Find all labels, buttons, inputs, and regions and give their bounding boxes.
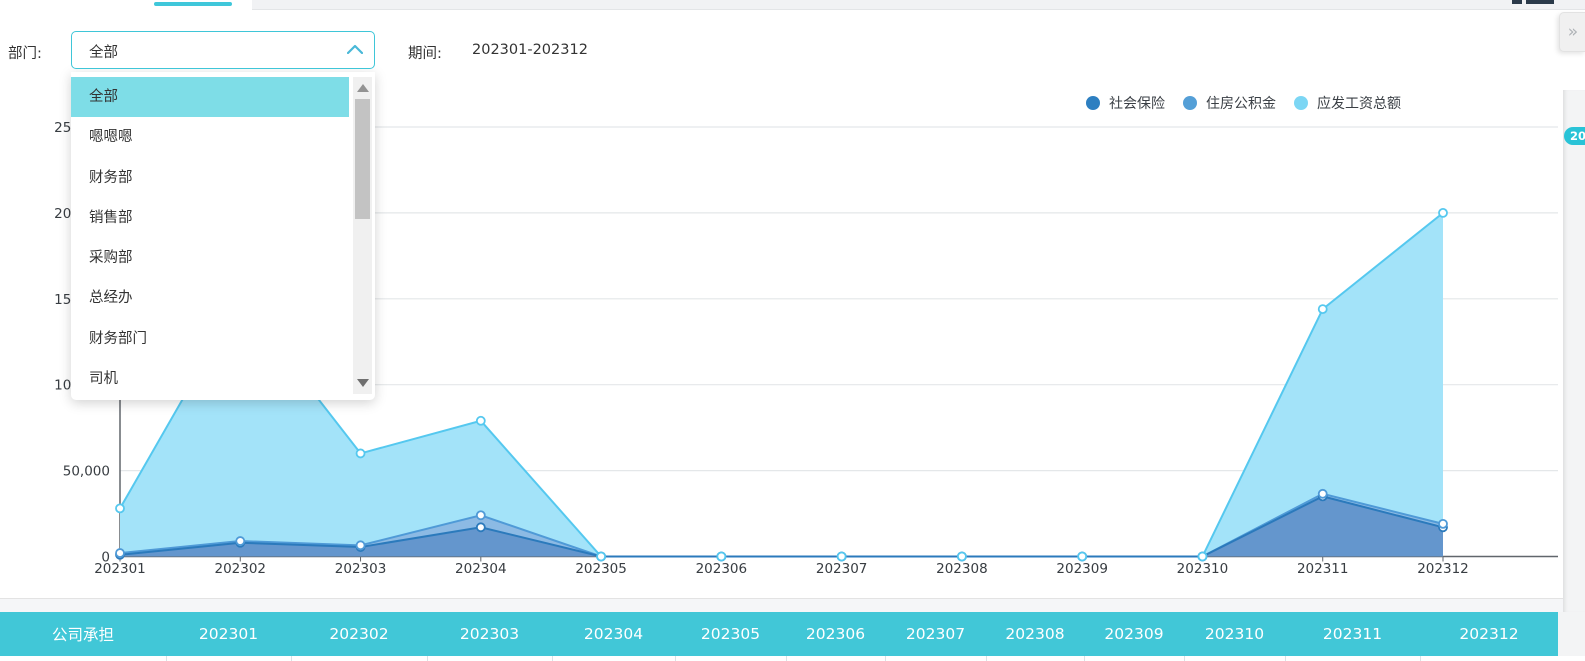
department-option[interactable]: 采购部	[89, 250, 133, 267]
month-header-cell: 202307	[905, 625, 966, 643]
month-header-cell: 202302	[329, 625, 389, 643]
month-header-cell: 202310	[1204, 625, 1265, 643]
legend-dot-icon	[1086, 96, 1100, 110]
table-cell	[0, 656, 166, 661]
legend-label: 住房公积金	[1206, 96, 1276, 112]
svg-text:202309: 202309	[1056, 561, 1108, 577]
active-tab[interactable]	[0, 0, 252, 10]
table-cell	[1420, 656, 1558, 661]
svg-text:202312: 202312	[1417, 561, 1469, 577]
month-header-cell: 202305	[700, 625, 761, 643]
row-header-cell: 公司承担	[51, 626, 114, 644]
svg-text:202301: 202301	[94, 561, 146, 577]
table-cell	[675, 656, 786, 661]
company-burden-table-header: 公司承担 202301 202302 202303 202304 202305 202306…	[0, 612, 1558, 656]
table-cell	[986, 656, 1084, 661]
svg-text:202305: 202305	[575, 561, 627, 577]
table-row	[0, 656, 1558, 661]
period-badge: 20	[1564, 127, 1585, 145]
department-option[interactable]: 嗯嗯嗯	[89, 129, 133, 146]
table-top-band	[0, 599, 1585, 612]
table-cell	[1285, 656, 1420, 661]
month-header-cell: 202304	[583, 625, 644, 643]
table-cell	[291, 656, 427, 661]
period-value: 202301-202312	[472, 42, 588, 58]
legend-label: 应发工资总额	[1317, 96, 1401, 112]
svg-text:202306: 202306	[696, 561, 748, 577]
table-cell	[1184, 656, 1285, 661]
department-option[interactable]: 司机	[89, 371, 118, 388]
legend-item-1[interactable]: 住房公积金	[1183, 93, 1276, 113]
month-header-cell: 202312	[1459, 625, 1519, 643]
table-cell	[166, 656, 291, 661]
table-top-divider	[0, 598, 1585, 599]
period-label: 期间:	[408, 46, 442, 62]
department-option[interactable]: 全部	[71, 77, 349, 118]
svg-text:202303: 202303	[335, 561, 387, 577]
active-tab-underline	[154, 2, 232, 6]
scroll-up-icon[interactable]	[356, 84, 369, 92]
scroll-down-icon[interactable]	[356, 379, 369, 387]
table-cell	[885, 656, 986, 661]
double-chevron-right-icon: »	[1567, 22, 1579, 42]
tab-strip-background	[252, 0, 1585, 10]
table-cell	[1084, 656, 1184, 661]
department-option[interactable]: 销售部	[89, 209, 133, 226]
month-header-cell: 202309	[1104, 625, 1164, 643]
svg-text:202311: 202311	[1297, 561, 1349, 577]
clipped-toolbar-icon	[1512, 0, 1558, 4]
month-header-cell: 202306	[805, 625, 866, 643]
department-select[interactable]: 全部	[71, 31, 375, 69]
department-option[interactable]: 总经办	[89, 290, 133, 307]
table-cell	[786, 656, 885, 661]
scrollbar-thumb[interactable]	[355, 99, 370, 219]
svg-text:0: 0	[101, 550, 110, 566]
chevron-up-icon	[347, 44, 363, 54]
legend-dot-icon	[1183, 96, 1197, 110]
legend-item-2[interactable]: 应发工资总额	[1294, 93, 1401, 113]
month-header-cell: 202311	[1322, 625, 1383, 643]
table-cell	[552, 656, 675, 661]
svg-text:50,000: 50,000	[63, 464, 110, 480]
department-select-value: 全部	[89, 45, 118, 61]
table-header-filler	[1558, 612, 1585, 656]
right-side-strip	[1563, 90, 1585, 612]
department-option[interactable]: 财务部	[89, 169, 133, 186]
collapse-panel-button[interactable]: »	[1559, 12, 1585, 52]
svg-text:202308: 202308	[936, 561, 988, 577]
legend-item-0[interactable]: 社会保险	[1086, 93, 1165, 113]
department-option-list: 全部嗯嗯嗯财务部销售部采购部总经办财务部门司机	[71, 77, 349, 399]
department-option[interactable]: 财务部门	[89, 330, 147, 347]
department-label: 部门:	[8, 46, 42, 62]
month-header-cell: 202308	[1005, 625, 1065, 643]
month-header-cell: 202301	[198, 625, 259, 643]
chart-legend: 社会保险 住房公积金 应发工资总额	[1086, 93, 1401, 113]
legend-label: 社会保险	[1109, 96, 1165, 112]
department-dropdown: 全部嗯嗯嗯财务部销售部采购部总经办财务部门司机	[71, 72, 375, 400]
legend-dot-icon	[1294, 96, 1308, 110]
svg-text:202307: 202307	[816, 561, 868, 577]
svg-text:202304: 202304	[455, 561, 507, 577]
month-header-cell: 202303	[459, 625, 520, 643]
svg-text:202302: 202302	[214, 561, 266, 577]
table-cell	[427, 656, 552, 661]
svg-text:202310: 202310	[1177, 561, 1229, 577]
dropdown-scrollbar[interactable]	[353, 77, 372, 394]
